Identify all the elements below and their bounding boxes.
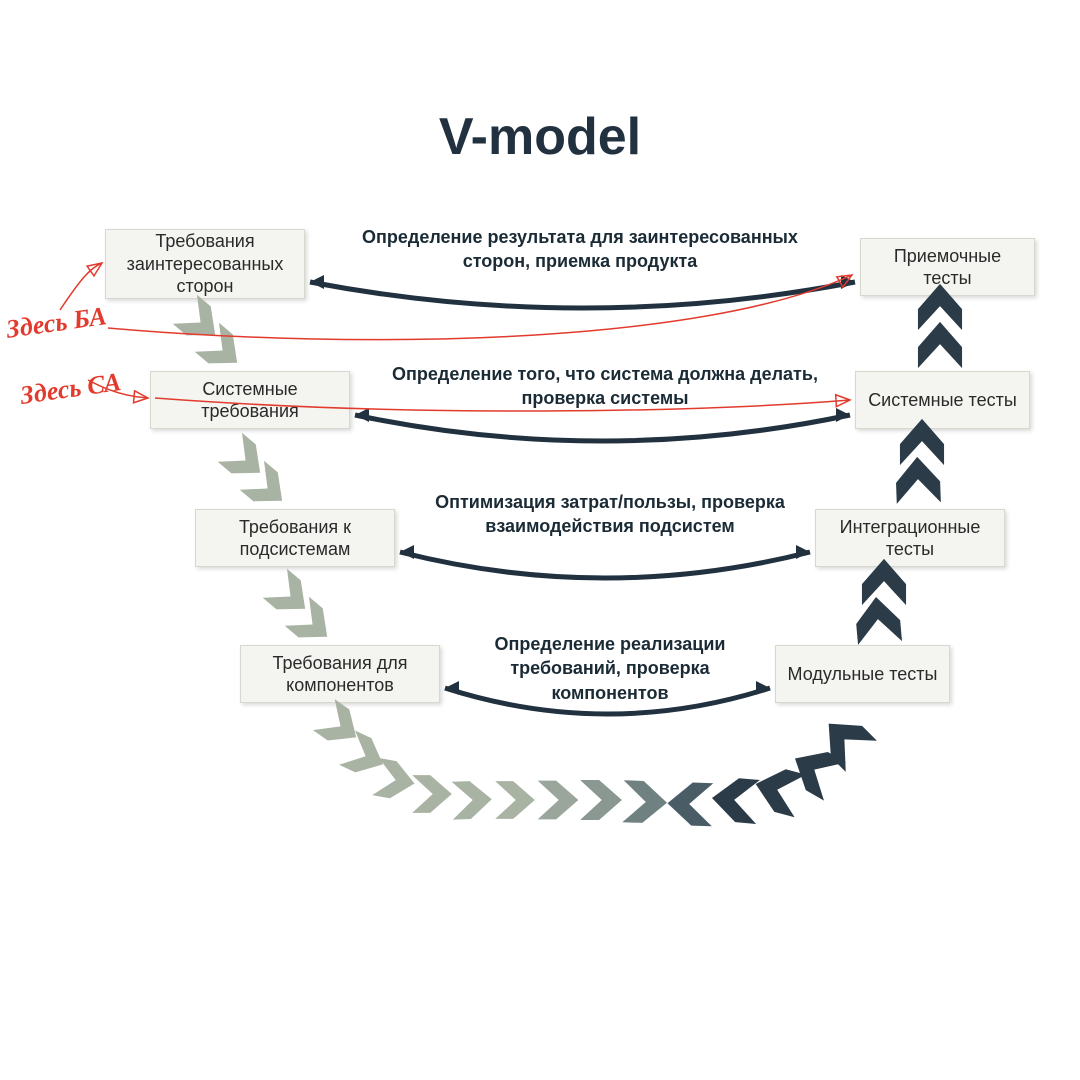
diagram-stage: V-model Требования заинтересованных стор… (0, 0, 1080, 1080)
caption-1: Определение результата для заинтересован… (330, 225, 830, 274)
box-l4: Требования для компонентов (240, 645, 440, 703)
box-r2: Системные тесты (855, 371, 1030, 429)
diagram-title: V-model (0, 107, 1080, 167)
caption-2: Определение того, что система должна дел… (370, 362, 840, 411)
caption-4: Определение реализации требований, прове… (450, 632, 770, 705)
box-r3: Интеграционные тесты (815, 509, 1005, 567)
annotation-ba: Здесь БА (4, 301, 108, 345)
annotation-ca: Здесь СА (18, 367, 122, 411)
box-r1: Приемочные тесты (860, 238, 1035, 296)
box-l1: Требования заинтересованных сторон (105, 229, 305, 299)
box-r4: Модульные тесты (775, 645, 950, 703)
caption-3: Оптимизация затрат/пользы, проверка взаи… (420, 490, 800, 539)
box-l3: Требования к подсистемам (195, 509, 395, 567)
box-l2: Системные требования (150, 371, 350, 429)
